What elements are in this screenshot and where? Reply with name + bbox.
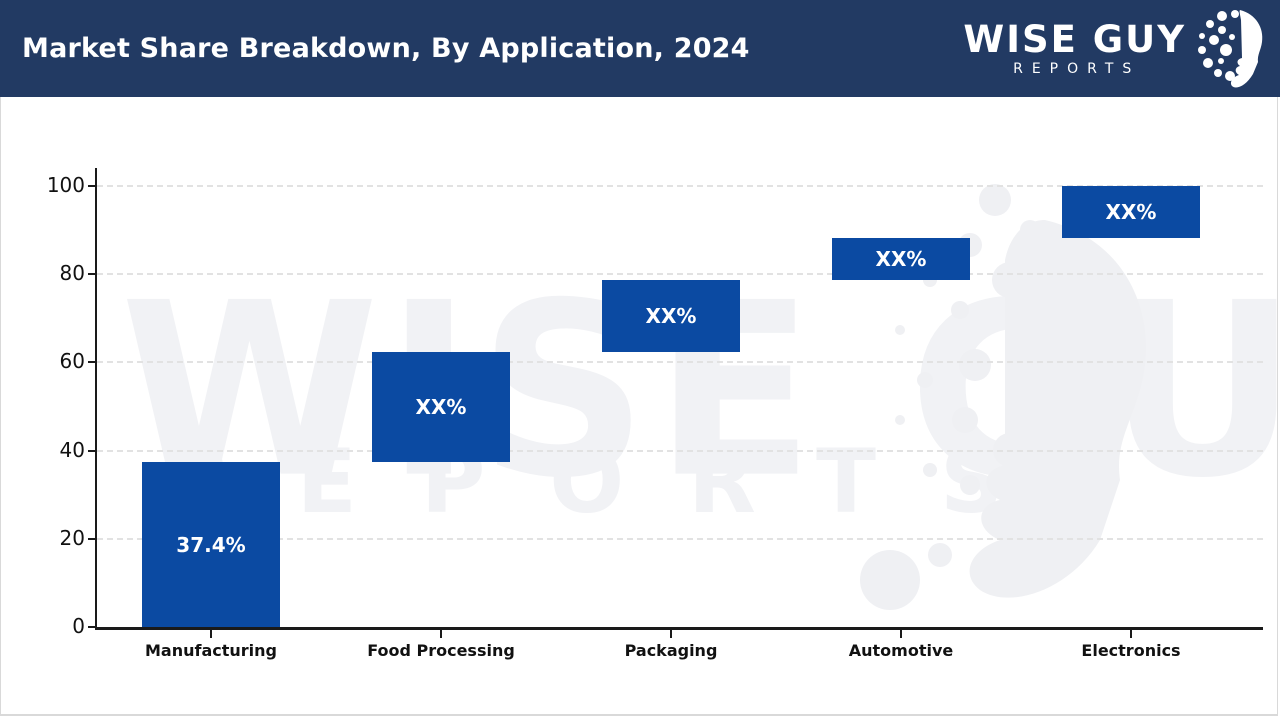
waterfall-bar: 37.4% [142, 462, 280, 627]
y-axis-line [95, 168, 97, 629]
bar-value-label: XX% [645, 303, 697, 328]
y-gridline [97, 273, 1263, 276]
waterfall-bar: XX% [832, 238, 970, 280]
category-label: Packaging [624, 641, 718, 660]
bar-value-label: XX% [415, 394, 467, 419]
page-title: Market Share Breakdown, By Application, … [22, 33, 750, 64]
y-axis-tick-mark [88, 361, 96, 364]
logo-text: WISE GUY REPORTS [963, 21, 1186, 76]
waterfall-bar: XX% [372, 351, 510, 463]
y-gridline [97, 537, 1263, 540]
category-label: Automotive [848, 641, 954, 660]
y-axis-tick-label: 20 [59, 525, 85, 550]
logo-wordmark: WISE GUY [963, 18, 1186, 61]
y-axis-tick-label: 0 [72, 614, 85, 638]
category-label: Manufacturing [145, 641, 277, 660]
y-axis-tick-label: 100 [46, 173, 85, 197]
x-axis-tick-mark [670, 630, 672, 638]
y-axis-tick-label: 80 [59, 261, 85, 286]
y-gridline [97, 185, 1263, 187]
waterfall-bar: XX% [1062, 186, 1200, 239]
y-axis-tick-mark [88, 537, 96, 540]
y-axis-tick-mark [88, 449, 96, 452]
waterfall-bar: XX% [602, 279, 740, 352]
category-label: Food Processing [367, 641, 515, 660]
y-axis-tick-mark [88, 626, 96, 628]
y-gridline [97, 361, 1263, 364]
logo-subtitle: REPORTS [1013, 61, 1141, 77]
header-bar: Market Share Breakdown, By Application, … [0, 0, 1280, 97]
x-axis-tick-mark [440, 630, 442, 638]
bar-value-label: XX% [1105, 200, 1157, 225]
x-axis-tick-mark [1130, 630, 1132, 638]
y-axis-tick-mark [88, 185, 96, 187]
y-axis-tick-label: 40 [59, 437, 85, 462]
y-axis-tick-label: 60 [59, 349, 85, 374]
bar-value-label: 37.4% [176, 532, 246, 557]
x-axis-line [95, 627, 1263, 630]
x-axis-tick-mark [900, 630, 902, 638]
x-axis-tick-mark [210, 630, 212, 638]
wiseguy-logo: WISE GUY REPORTS [963, 6, 1266, 92]
logo-face-profile-icon [1198, 9, 1263, 87]
category-label: Electronics [1081, 641, 1181, 660]
y-axis-tick-mark [88, 273, 96, 276]
y-gridline [97, 449, 1263, 452]
bar-value-label: XX% [875, 246, 927, 271]
